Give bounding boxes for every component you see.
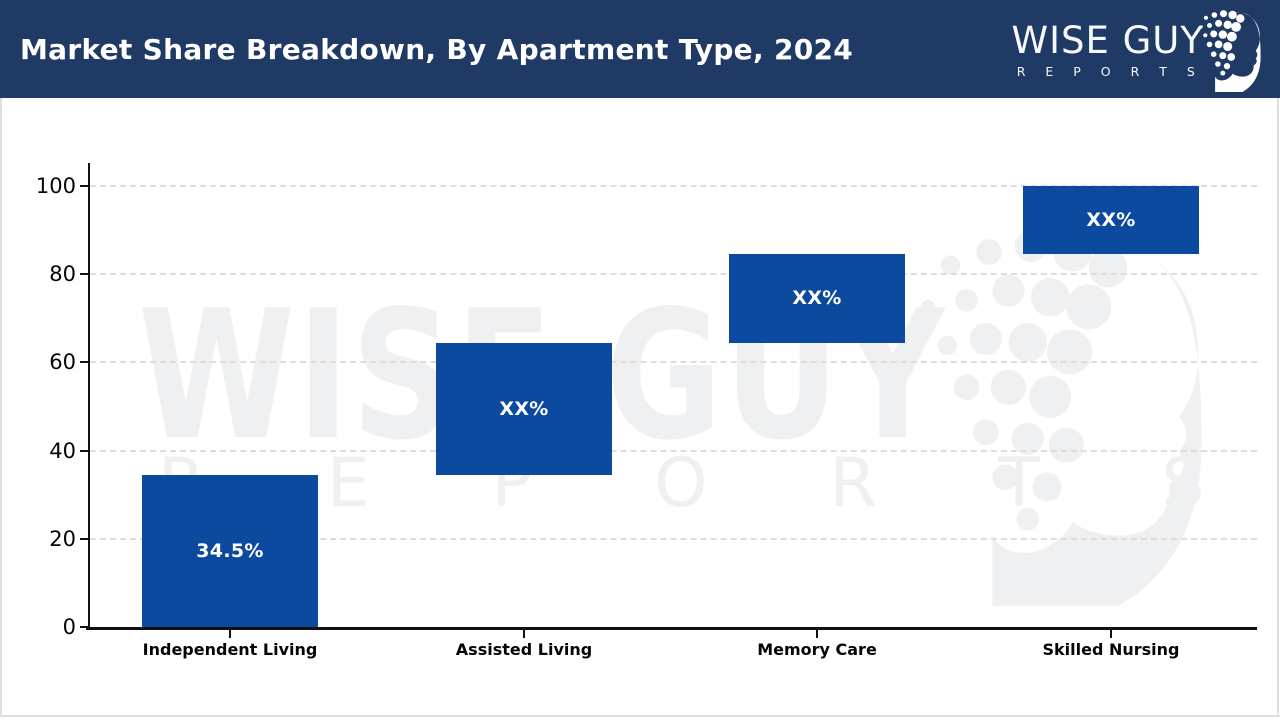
x-tickmark-assisted-living <box>523 630 525 638</box>
x-tickmark-memory-care <box>816 630 818 638</box>
y-tick-label-20: 20 <box>49 526 76 551</box>
y-tickmark-60 <box>80 361 88 364</box>
y-tickmark-80 <box>80 273 88 276</box>
y-tick-label-40: 40 <box>49 438 76 463</box>
gridline-40 <box>90 449 1257 452</box>
bar-independent-living: 34.5% <box>142 474 318 627</box>
x-category-label-skilled-nursing: Skilled Nursing <box>1042 640 1180 659</box>
edge-line-left <box>0 98 2 717</box>
brand-name: WISE GUY <box>1011 18 1204 62</box>
bar-value-label-memory-care: XX% <box>792 287 842 310</box>
bar-value-label-independent-living: 34.5% <box>196 539 264 562</box>
x-category-label-independent-living: Independent Living <box>142 640 318 659</box>
header-bar: Market Share Breakdown, By Apartment Typ… <box>0 0 1280 98</box>
bar-value-label-skilled-nursing: XX% <box>1086 209 1136 232</box>
brand-wordmark: WISE GUY R E P O R T S <box>1012 22 1204 79</box>
y-tickmark-100 <box>80 185 88 187</box>
edge-line-right <box>1277 98 1279 717</box>
y-tick-label-60: 60 <box>49 350 76 375</box>
bar-assisted-living: XX% <box>436 342 612 475</box>
y-tickmark-20 <box>80 537 88 540</box>
y-tick-label-80: 80 <box>49 262 76 287</box>
edge-line-bottom <box>0 715 1280 717</box>
x-tickmark-skilled-nursing <box>1110 630 1112 638</box>
y-tickmark-40 <box>80 449 88 452</box>
bar-skilled-nursing: XX% <box>1023 186 1199 255</box>
y-tick-label-0: 0 <box>62 615 76 639</box>
y-tick-label-100: 100 <box>35 174 76 198</box>
brand-subtitle: R E P O R T S <box>1016 63 1203 79</box>
x-category-label-memory-care: Memory Care <box>757 640 877 659</box>
x-tickmark-independent-living <box>229 630 231 638</box>
y-tickmark-0 <box>80 626 88 628</box>
y-axis-line <box>88 163 90 630</box>
page-title: Market Share Breakdown, By Apartment Typ… <box>20 32 854 66</box>
bar-memory-care: XX% <box>729 254 905 343</box>
x-axis-line <box>86 627 1257 630</box>
x-category-label-assisted-living: Assisted Living <box>455 640 593 659</box>
brand-logo: WISE GUY R E P O R T S <box>1012 8 1264 92</box>
bar-value-label-assisted-living: XX% <box>499 397 549 420</box>
gridline-20 <box>90 537 1257 540</box>
brand-face-icon <box>1199 10 1261 92</box>
gridline-60 <box>90 361 1257 364</box>
gridline-100 <box>90 185 1257 187</box>
gridline-80 <box>90 273 1257 276</box>
